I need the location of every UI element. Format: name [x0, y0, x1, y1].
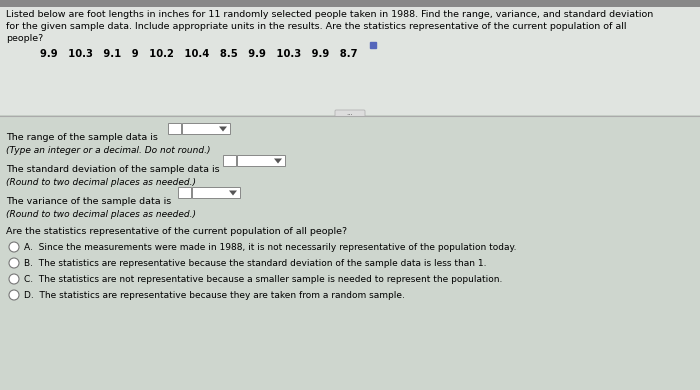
Text: 9.9   10.3   9.1   9   10.2   10.4   8.5   9.9   10.3   9.9   8.7: 9.9 10.3 9.1 9 10.2 10.4 8.5 9.9 10.3 9.…: [40, 49, 358, 59]
Text: A.  Since the measurements were made in 1988, it is not necessarily representati: A. Since the measurements were made in 1…: [24, 243, 517, 252]
Text: (Type an integer or a decimal. Do not round.): (Type an integer or a decimal. Do not ro…: [6, 146, 211, 155]
Bar: [168, 123, 181, 134]
Bar: [237, 155, 285, 166]
FancyBboxPatch shape: [335, 110, 365, 122]
Bar: [0, 0, 700, 7]
Text: Listed below are foot lengths in inches for 11 randomly selected people taken in: Listed below are foot lengths in inches …: [6, 10, 653, 19]
Text: (Round to two decimal places as needed.): (Round to two decimal places as needed.): [6, 178, 196, 187]
Text: Are the statistics representative of the current population of all people?: Are the statistics representative of the…: [6, 227, 347, 236]
Bar: [0, 116, 700, 390]
Text: The range of the sample data is: The range of the sample data is: [6, 133, 158, 142]
Polygon shape: [274, 158, 282, 163]
Circle shape: [9, 274, 19, 284]
Text: ···: ···: [346, 112, 354, 118]
Circle shape: [9, 242, 19, 252]
Bar: [223, 155, 236, 166]
Text: The variance of the sample data is: The variance of the sample data is: [6, 197, 172, 206]
Bar: [192, 187, 240, 198]
Text: D.  The statistics are representative because they are taken from a random sampl: D. The statistics are representative bec…: [24, 291, 405, 300]
Text: (Round to two decimal places as needed.): (Round to two decimal places as needed.): [6, 210, 196, 219]
Text: C.  The statistics are not representative because a smaller sample is needed to : C. The statistics are not representative…: [24, 275, 503, 284]
Text: B.  The statistics are representative because the standard deviation of the samp: B. The statistics are representative bec…: [24, 259, 486, 268]
Text: for the given sample data. Include appropriate units in the results. Are the sta: for the given sample data. Include appro…: [6, 22, 626, 31]
Text: people?: people?: [6, 34, 43, 43]
Circle shape: [9, 290, 19, 300]
Bar: [178, 187, 191, 198]
Polygon shape: [229, 190, 237, 195]
Text: The standard deviation of the sample data is: The standard deviation of the sample dat…: [6, 165, 220, 174]
Polygon shape: [219, 126, 227, 131]
Circle shape: [9, 258, 19, 268]
Bar: [182, 123, 230, 134]
Bar: [0, 0, 700, 115]
